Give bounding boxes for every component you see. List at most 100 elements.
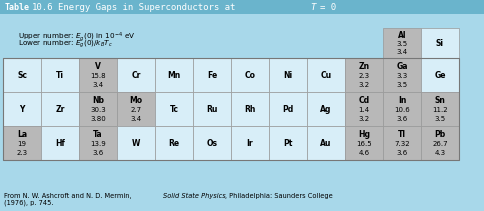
- Text: Ga: Ga: [396, 62, 408, 71]
- Bar: [383, 28, 421, 58]
- Bar: [193, 58, 231, 92]
- Text: Cr: Cr: [131, 70, 141, 80]
- Bar: [41, 58, 79, 92]
- Bar: [269, 92, 307, 126]
- Bar: [345, 58, 383, 92]
- Text: W: W: [132, 138, 140, 147]
- Text: Upper number: $E_g(0)$ in $10^{-4}$ eV: Upper number: $E_g(0)$ in $10^{-4}$ eV: [18, 30, 136, 44]
- Text: 3.6: 3.6: [396, 116, 408, 122]
- Text: Cd: Cd: [359, 96, 370, 105]
- Text: 2.7: 2.7: [130, 107, 141, 113]
- Text: Sc: Sc: [17, 70, 27, 80]
- Text: 3.80: 3.80: [90, 116, 106, 122]
- Bar: [3, 58, 41, 92]
- Text: 4.3: 4.3: [435, 150, 446, 156]
- Text: Solid State Physics: Solid State Physics: [163, 193, 226, 199]
- Text: 3.4: 3.4: [130, 116, 141, 122]
- Text: Ni: Ni: [284, 70, 292, 80]
- Text: Zr: Zr: [55, 104, 65, 114]
- Bar: [117, 126, 155, 160]
- Bar: [383, 92, 421, 126]
- Bar: [117, 58, 155, 92]
- Text: From N. W. Ashcroft and N. D. Mermin,: From N. W. Ashcroft and N. D. Mermin,: [4, 193, 134, 199]
- Text: 30.3: 30.3: [90, 107, 106, 113]
- Text: Ge: Ge: [434, 70, 446, 80]
- Bar: [383, 126, 421, 160]
- Text: La: La: [17, 130, 27, 139]
- Text: Sn: Sn: [435, 96, 445, 105]
- Text: Ag: Ag: [320, 104, 332, 114]
- Bar: [3, 126, 41, 160]
- Bar: [231, 92, 269, 126]
- Text: Lower number: $E_g(0)/k_BT_c$: Lower number: $E_g(0)/k_BT_c$: [18, 39, 113, 50]
- Bar: [41, 92, 79, 126]
- Bar: [269, 58, 307, 92]
- Text: 19: 19: [17, 141, 27, 147]
- Bar: [307, 92, 345, 126]
- Text: Mn: Mn: [167, 70, 181, 80]
- Bar: [421, 92, 459, 126]
- Bar: [231, 58, 269, 92]
- Bar: [117, 92, 155, 126]
- Text: V: V: [95, 62, 101, 71]
- Text: 3.6: 3.6: [396, 150, 408, 156]
- Bar: [193, 92, 231, 126]
- Bar: [41, 126, 79, 160]
- Bar: [383, 58, 421, 92]
- Text: Pt: Pt: [283, 138, 293, 147]
- Bar: [193, 126, 231, 160]
- Text: Energy Gaps in Superconductors at: Energy Gaps in Superconductors at: [58, 3, 235, 12]
- Bar: [0, 0, 484, 14]
- Text: T: T: [310, 3, 316, 12]
- Bar: [79, 58, 117, 92]
- Bar: [307, 126, 345, 160]
- Text: Os: Os: [207, 138, 217, 147]
- Text: Au: Au: [320, 138, 332, 147]
- Text: 3.2: 3.2: [359, 82, 370, 88]
- Bar: [421, 28, 459, 58]
- Text: Ir: Ir: [247, 138, 253, 147]
- Bar: [421, 126, 459, 160]
- Text: 10.6: 10.6: [394, 107, 410, 113]
- Text: 10.6: 10.6: [32, 3, 54, 12]
- Bar: [231, 126, 269, 160]
- Bar: [155, 58, 193, 92]
- Text: 2.3: 2.3: [359, 73, 370, 79]
- Text: , Philadelphia: Saunders College: , Philadelphia: Saunders College: [225, 193, 333, 199]
- Text: 4.6: 4.6: [359, 150, 370, 156]
- Bar: [79, 126, 117, 160]
- Bar: [307, 58, 345, 92]
- Text: 26.7: 26.7: [432, 141, 448, 147]
- Text: 3.5: 3.5: [396, 82, 408, 88]
- Bar: [3, 92, 41, 126]
- Text: Nb: Nb: [92, 96, 104, 105]
- Bar: [269, 126, 307, 160]
- Text: Ta: Ta: [93, 130, 103, 139]
- Text: Tc: Tc: [169, 104, 179, 114]
- Text: 13.9: 13.9: [90, 141, 106, 147]
- Bar: [3, 58, 459, 160]
- Text: Y: Y: [19, 104, 25, 114]
- Text: In: In: [398, 96, 406, 105]
- Text: Si: Si: [436, 38, 444, 47]
- Text: Pd: Pd: [282, 104, 294, 114]
- Bar: [155, 92, 193, 126]
- Text: 1.4: 1.4: [359, 107, 370, 113]
- Text: Zn: Zn: [359, 62, 370, 71]
- Bar: [345, 126, 383, 160]
- Text: Hg: Hg: [358, 130, 370, 139]
- Text: Rh: Rh: [244, 104, 256, 114]
- Text: Tl: Tl: [398, 130, 406, 139]
- Text: Cu: Cu: [320, 70, 332, 80]
- Bar: [421, 58, 459, 92]
- Text: Pb: Pb: [434, 130, 446, 139]
- Text: Mo: Mo: [129, 96, 143, 105]
- Text: = 0: = 0: [320, 3, 336, 12]
- Bar: [155, 126, 193, 160]
- Text: 11.2: 11.2: [432, 107, 448, 113]
- Text: 3.4: 3.4: [92, 82, 104, 88]
- Text: 3.4: 3.4: [396, 49, 408, 55]
- Text: (1976), p. 745.: (1976), p. 745.: [4, 200, 54, 206]
- Text: Co: Co: [244, 70, 256, 80]
- Text: 2.3: 2.3: [16, 150, 28, 156]
